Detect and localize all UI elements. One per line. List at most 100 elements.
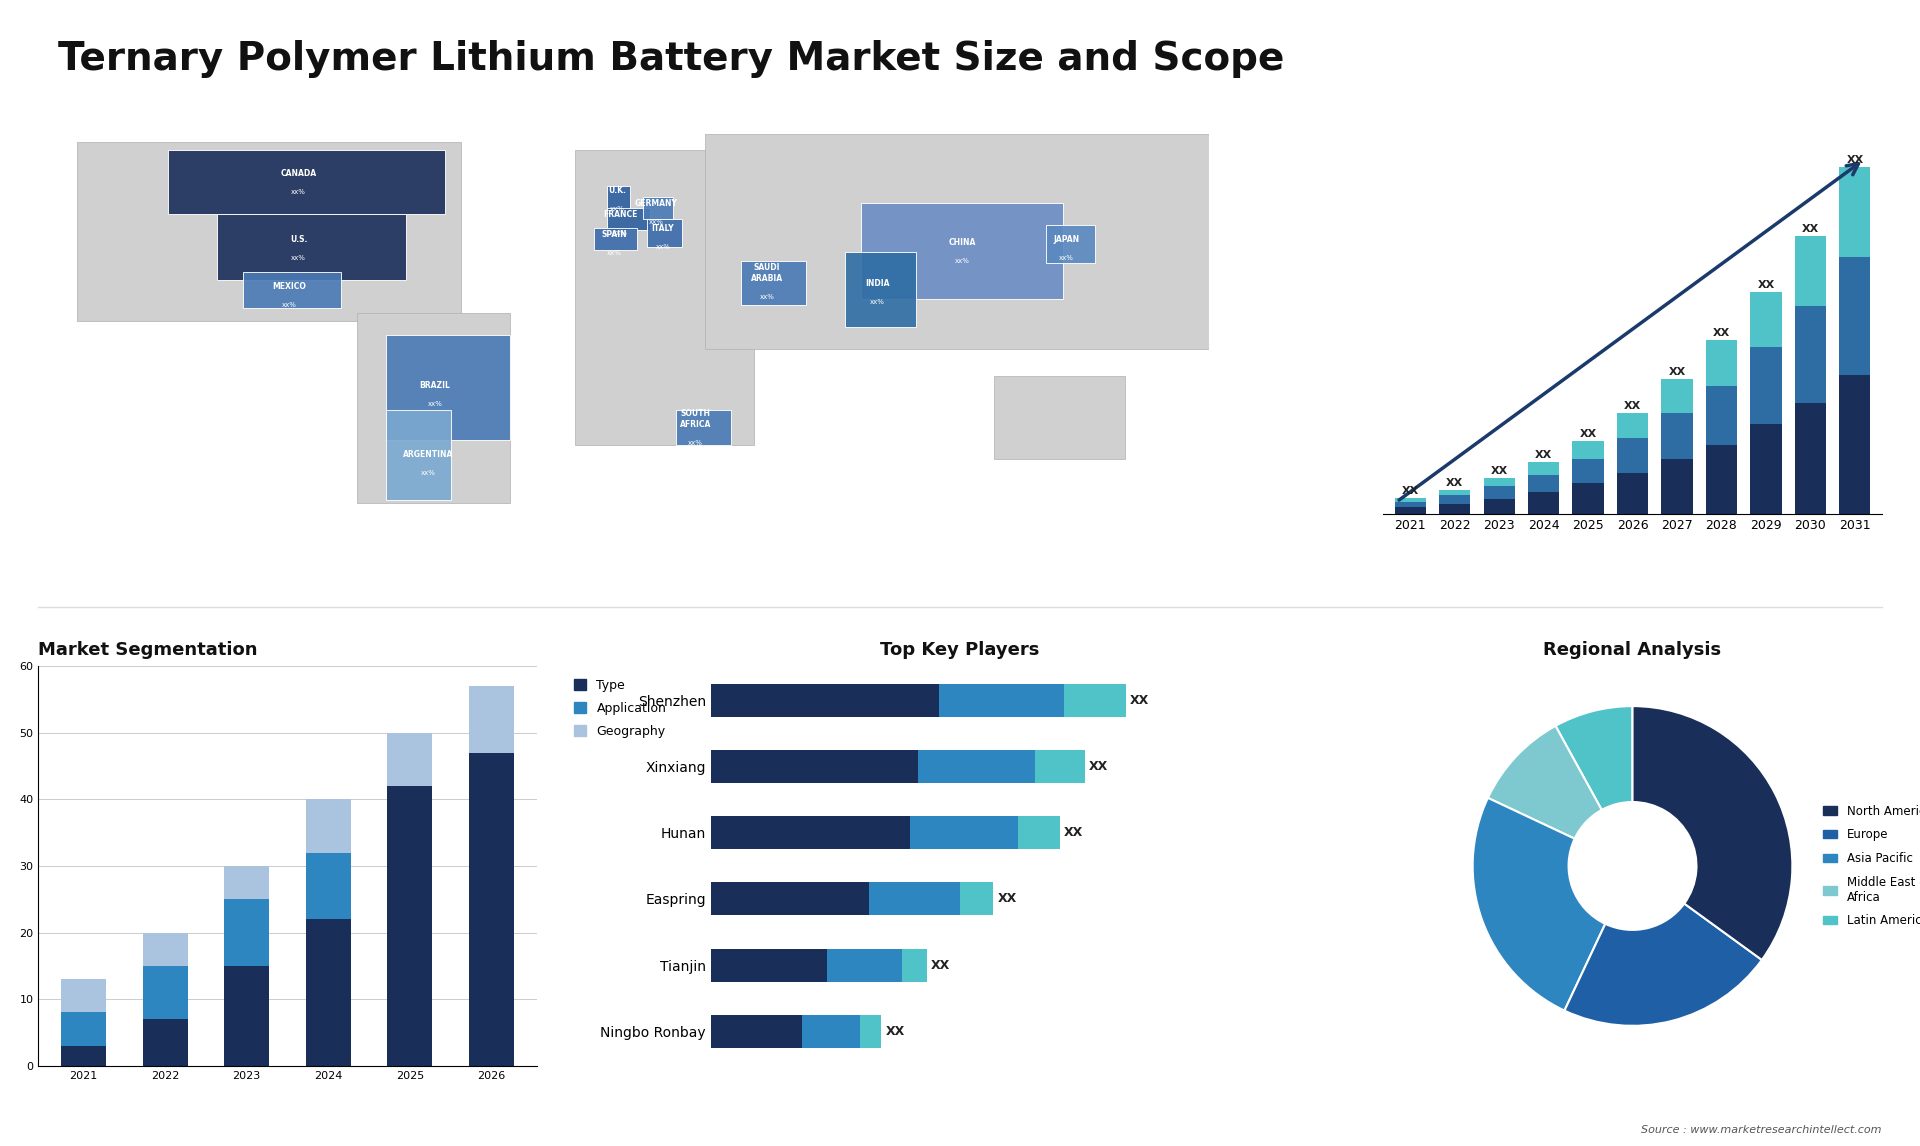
Text: XX: XX	[1713, 329, 1730, 338]
Text: xx%: xx%	[420, 470, 436, 476]
Bar	[1064, 684, 1125, 717]
Text: XX: XX	[1757, 280, 1774, 290]
Bar	[902, 949, 927, 982]
Text: XX: XX	[1580, 430, 1597, 439]
Legend: North America, Europe, Asia Pacific, Middle East &
Africa, Latin America: North America, Europe, Asia Pacific, Mid…	[1818, 800, 1920, 932]
Bar	[1661, 378, 1693, 414]
Text: JAPAN: JAPAN	[1052, 235, 1079, 244]
Text: INDIA: INDIA	[866, 280, 889, 289]
Text: xx%: xx%	[607, 250, 622, 256]
Text: xx%: xx%	[292, 189, 305, 195]
Bar	[828, 949, 902, 982]
Bar	[468, 753, 515, 1066]
Polygon shape	[862, 203, 1064, 299]
Bar	[1018, 816, 1060, 849]
Polygon shape	[647, 219, 682, 246]
Text: xx%: xx%	[428, 401, 444, 407]
Wedge shape	[1473, 798, 1605, 1011]
Bar	[1394, 499, 1427, 502]
Text: xx%: xx%	[870, 299, 885, 305]
Bar	[1617, 414, 1647, 438]
Text: SPAIN: SPAIN	[601, 229, 626, 238]
Polygon shape	[169, 150, 445, 214]
Bar	[1394, 508, 1427, 515]
Polygon shape	[217, 214, 405, 280]
Bar	[468, 686, 515, 753]
Polygon shape	[607, 187, 630, 211]
Polygon shape	[386, 409, 451, 501]
Text: U.S.: U.S.	[290, 235, 307, 244]
Text: XX: XX	[1624, 401, 1642, 411]
Bar	[1839, 166, 1870, 257]
Text: BRAZIL: BRAZIL	[420, 382, 451, 391]
Title: Regional Analysis: Regional Analysis	[1544, 641, 1722, 659]
Polygon shape	[386, 335, 511, 440]
Bar	[305, 919, 351, 1066]
Bar	[1751, 424, 1782, 515]
Text: Source : www.marketresearchintellect.com: Source : www.marketresearchintellect.com	[1642, 1124, 1882, 1135]
Bar	[225, 866, 269, 900]
Bar	[61, 1046, 106, 1066]
Bar	[388, 786, 432, 1066]
Text: SOUTH
AFRICA: SOUTH AFRICA	[680, 409, 710, 429]
Text: XX: XX	[1089, 760, 1108, 774]
Bar	[1661, 458, 1693, 515]
Bar	[1705, 445, 1738, 515]
Text: XX: XX	[1446, 478, 1463, 488]
Text: Market Segmentation: Market Segmentation	[38, 641, 257, 659]
Polygon shape	[705, 134, 1210, 348]
Text: XX: XX	[885, 1025, 904, 1037]
Text: ARGENTINA: ARGENTINA	[403, 450, 453, 460]
Wedge shape	[1632, 706, 1793, 960]
Text: xx%: xx%	[687, 440, 703, 446]
Bar	[918, 751, 1035, 784]
Circle shape	[1572, 806, 1693, 927]
Bar	[1528, 474, 1559, 492]
Bar	[710, 1014, 803, 1047]
Text: XX: XX	[1847, 155, 1864, 165]
Bar	[1839, 257, 1870, 375]
Text: XX: XX	[1402, 486, 1419, 496]
Text: XX: XX	[1490, 466, 1507, 476]
Text: XX: XX	[1668, 367, 1686, 377]
Bar	[1572, 458, 1603, 482]
Polygon shape	[357, 313, 511, 503]
Bar	[1795, 403, 1826, 515]
Bar	[1484, 499, 1515, 515]
Bar	[710, 751, 918, 784]
Text: XX: XX	[1064, 826, 1083, 839]
Bar	[1572, 441, 1603, 458]
Wedge shape	[1488, 725, 1601, 839]
Bar	[1572, 482, 1603, 515]
Text: CANADA: CANADA	[280, 168, 317, 178]
Bar	[225, 900, 269, 966]
Bar	[710, 949, 828, 982]
Bar	[868, 882, 960, 916]
Bar	[803, 1014, 860, 1047]
Bar	[1438, 490, 1471, 495]
Polygon shape	[77, 142, 461, 321]
Polygon shape	[676, 409, 732, 446]
Bar	[710, 684, 939, 717]
Bar	[142, 966, 188, 1019]
Bar	[1394, 502, 1427, 508]
Text: GERMANY: GERMANY	[636, 199, 678, 209]
Text: xx%: xx%	[282, 303, 296, 308]
Text: XX: XX	[1131, 694, 1150, 707]
Bar	[1839, 375, 1870, 515]
Text: SAUDI
ARABIA: SAUDI ARABIA	[751, 264, 783, 283]
Bar	[1484, 486, 1515, 499]
Bar	[1751, 292, 1782, 347]
Text: xx%: xx%	[292, 256, 305, 261]
Bar	[142, 933, 188, 966]
Wedge shape	[1565, 903, 1763, 1026]
Bar	[710, 816, 910, 849]
Bar	[1661, 414, 1693, 458]
Polygon shape	[741, 260, 806, 305]
Text: xx%: xx%	[1058, 256, 1073, 261]
Bar	[388, 732, 432, 786]
Text: Ternary Polymer Lithium Battery Market Size and Scope: Ternary Polymer Lithium Battery Market S…	[58, 40, 1284, 78]
Bar	[1438, 495, 1471, 504]
Text: XX: XX	[996, 893, 1016, 905]
Bar	[1035, 751, 1085, 784]
